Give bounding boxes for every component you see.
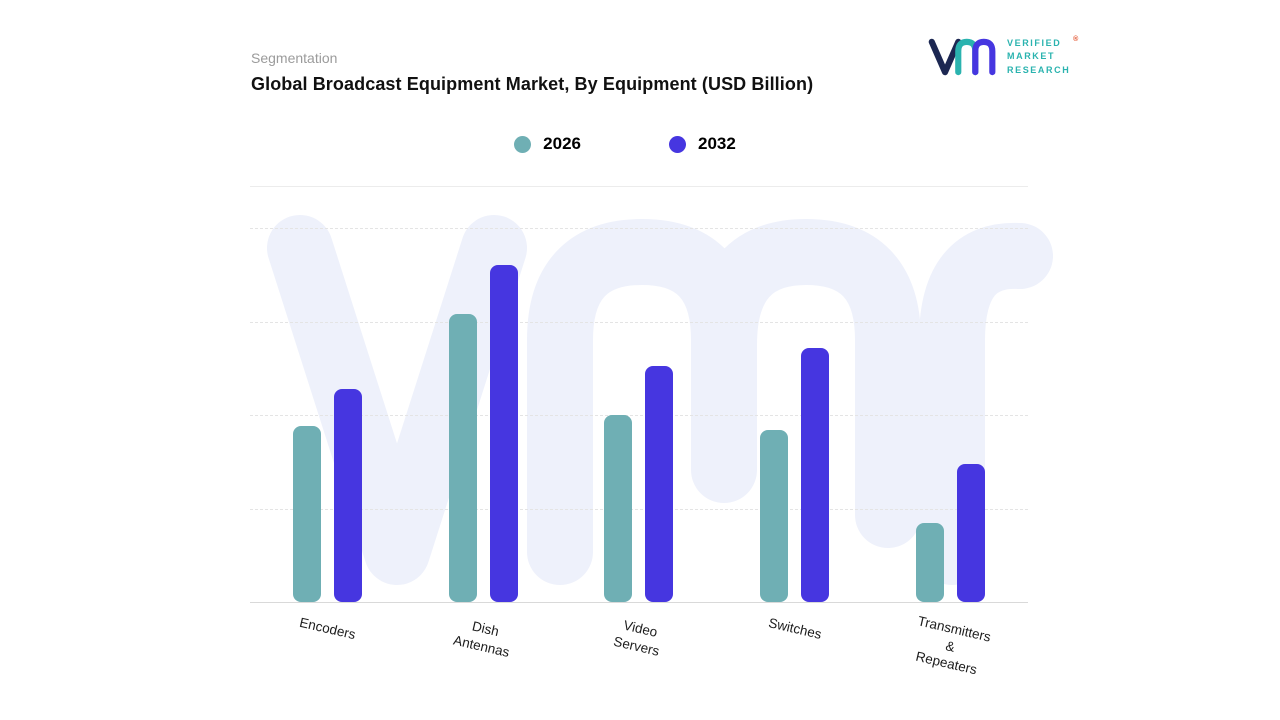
registered-mark: ® — [1073, 36, 1079, 44]
bars-layer: Encoders Dish Antennas Video Servers Switch… — [250, 228, 1028, 677]
vmr-logo: VERIFIED MARKET RESEARCH ® — [928, 36, 1078, 78]
legend-item-2026: 2026 — [514, 134, 581, 154]
bar-2032 — [801, 347, 830, 602]
gridline — [250, 508, 1028, 510]
plot-area: Encoders Dish Antennas Video Servers Switch… — [250, 228, 1028, 677]
bar-group: Switches — [760, 228, 830, 642]
legend-label: 2032 — [698, 134, 736, 153]
bar-2032 — [489, 265, 518, 602]
brand-wordmark: VERIFIED MARKET RESEARCH ® — [1007, 36, 1078, 76]
gridline — [250, 415, 1028, 416]
bar-2032 — [334, 388, 363, 602]
legend-item-2032: 2032 — [669, 134, 736, 154]
bar-2026 — [293, 426, 322, 602]
bar-2026 — [448, 314, 477, 602]
chart-title: Global Broadcast Equipment Market, By Eq… — [251, 74, 814, 94]
bar-2032 — [645, 366, 674, 602]
bar-group: Transmitters & Repeaters — [914, 228, 992, 677]
legend-marker — [514, 135, 532, 153]
legend-marker — [669, 135, 686, 153]
bar-2026 — [760, 429, 789, 602]
vmr-monogram-icon — [928, 38, 996, 76]
header-divider — [250, 186, 1028, 187]
legend-label: 2026 — [543, 134, 581, 153]
bar-group: Video Servers — [604, 228, 674, 658]
brand-line-3: RESEARCH — [1007, 64, 1071, 75]
brand-line-2: MARKET — [1007, 51, 1056, 62]
chart-legend: 2026 2032 — [236, 134, 1014, 154]
segmentation-eyebrow: Segmentation — [251, 50, 338, 66]
bar-2032 — [956, 463, 985, 602]
bar-2026 — [915, 523, 944, 602]
gridline — [250, 321, 1028, 323]
bar-group: Encoders — [293, 228, 363, 642]
bar-2026 — [604, 415, 633, 602]
bar-group: Dish Antennas — [448, 228, 518, 660]
brand-line-1: VERIFIED — [1007, 38, 1062, 49]
gridline — [250, 228, 1028, 229]
